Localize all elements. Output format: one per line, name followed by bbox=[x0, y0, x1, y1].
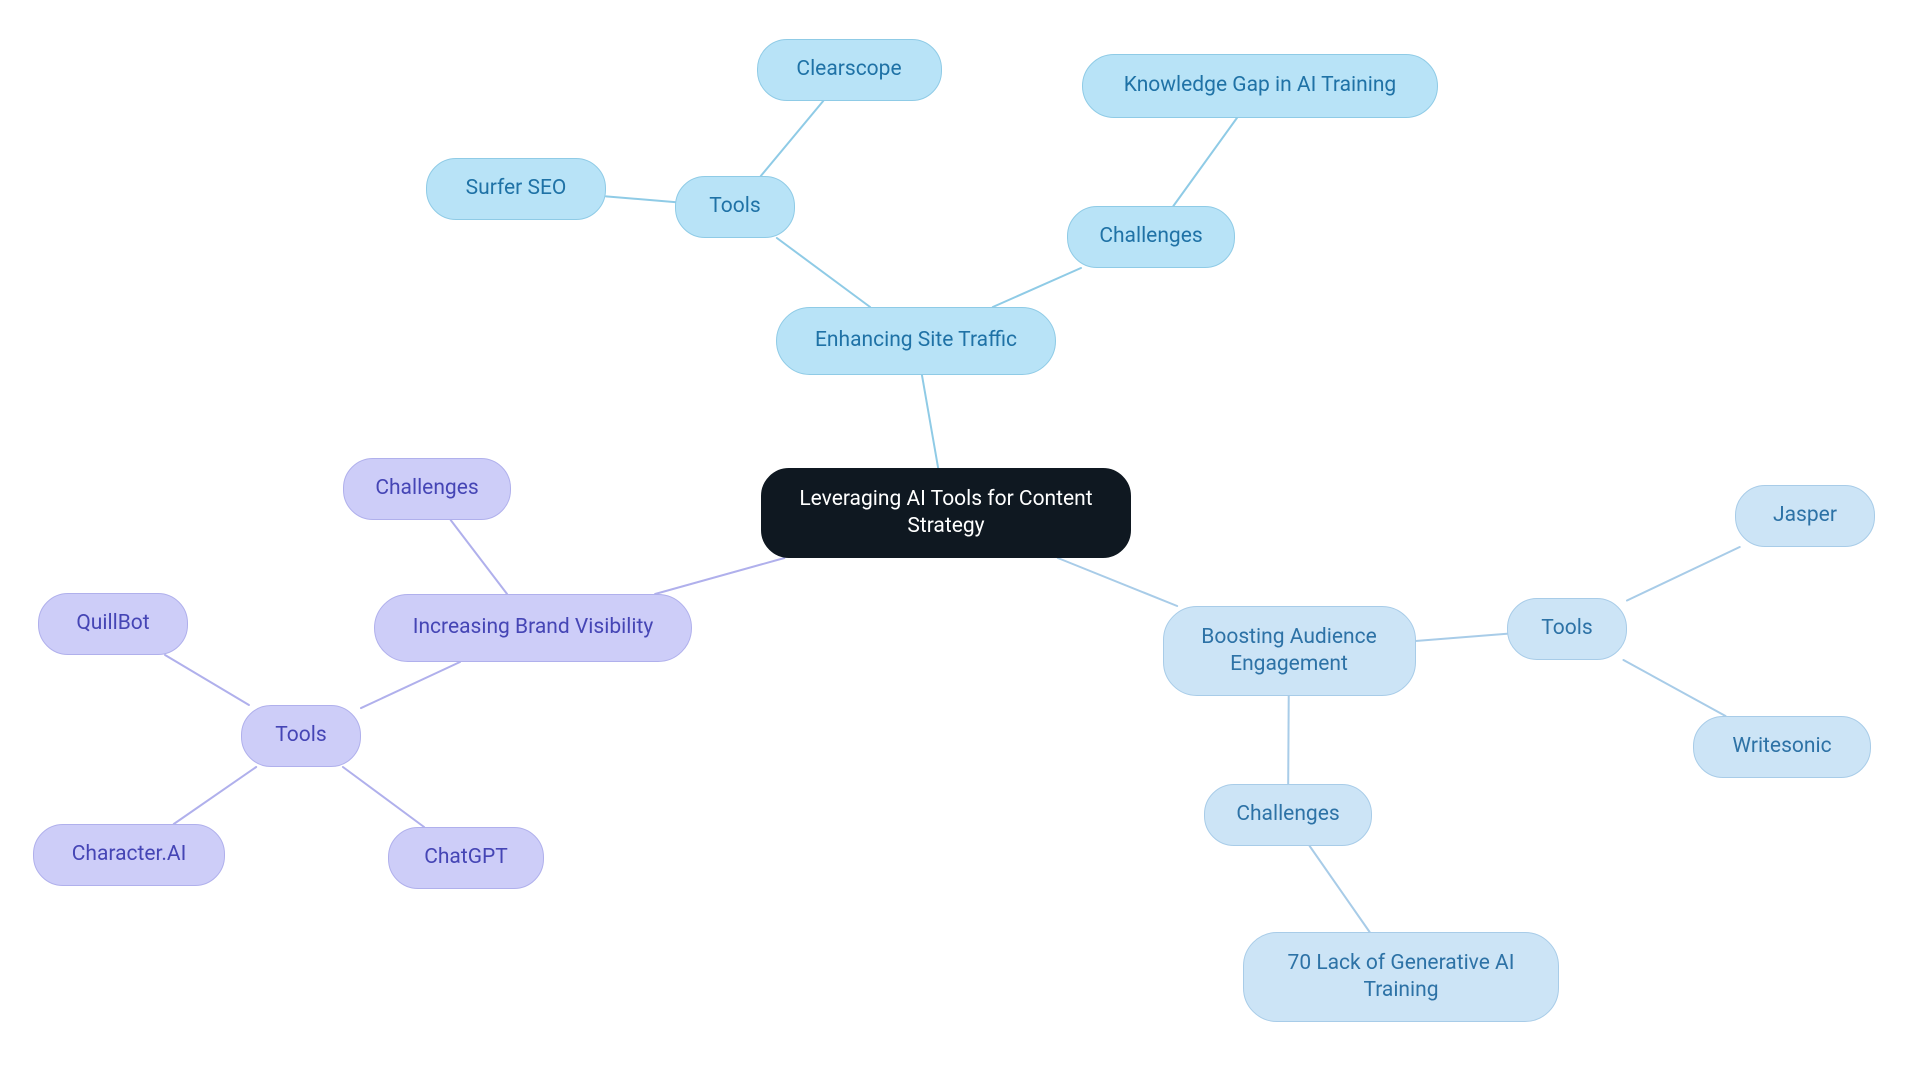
edge bbox=[922, 375, 938, 468]
node-label: Leveraging AI Tools for Content Strategy bbox=[799, 486, 1092, 541]
node-label: Challenges bbox=[1099, 223, 1202, 250]
node-vis-challenges[interactable]: Challenges bbox=[343, 458, 511, 520]
edge bbox=[606, 196, 675, 202]
edge bbox=[361, 662, 460, 708]
node-label: Challenges bbox=[375, 475, 478, 502]
edge bbox=[1288, 696, 1289, 784]
node-label: Clearscope bbox=[796, 56, 901, 83]
node-writesonic[interactable]: Writesonic bbox=[1693, 716, 1871, 778]
edge bbox=[761, 101, 823, 176]
node-jasper[interactable]: Jasper bbox=[1735, 485, 1875, 547]
node-boosting[interactable]: Boosting Audience Engagement bbox=[1163, 606, 1416, 696]
edge bbox=[655, 558, 784, 594]
node-label: Tools bbox=[1541, 615, 1592, 642]
edge bbox=[165, 655, 249, 705]
node-label: Tools bbox=[275, 722, 326, 749]
edge bbox=[777, 238, 870, 307]
node-vis-tools[interactable]: Tools bbox=[241, 705, 361, 767]
node-enh-challenges[interactable]: Challenges bbox=[1067, 206, 1235, 268]
node-lack-training[interactable]: 70 Lack of Generative AI Training bbox=[1243, 932, 1559, 1022]
edge bbox=[1416, 634, 1508, 641]
node-label: Enhancing Site Traffic bbox=[815, 327, 1017, 354]
node-surfer[interactable]: Surfer SEO bbox=[426, 158, 606, 220]
node-label: Jasper bbox=[1773, 502, 1837, 529]
node-label: Writesonic bbox=[1732, 733, 1831, 760]
node-label: Tools bbox=[709, 193, 760, 220]
edge bbox=[1173, 118, 1237, 206]
node-label: Knowledge Gap in AI Training bbox=[1124, 72, 1396, 99]
node-enhancing[interactable]: Enhancing Site Traffic bbox=[776, 307, 1056, 375]
node-label: Character.AI bbox=[72, 841, 187, 868]
edge bbox=[174, 767, 256, 824]
node-label: 70 Lack of Generative AI Training bbox=[1288, 950, 1515, 1005]
edge bbox=[1623, 660, 1725, 716]
node-clearscope[interactable]: Clearscope bbox=[757, 39, 942, 101]
edge bbox=[1310, 846, 1370, 932]
node-boost-challenges[interactable]: Challenges bbox=[1204, 784, 1372, 846]
node-label: QuillBot bbox=[76, 610, 149, 637]
mindmap-canvas: Leveraging AI Tools for Content Strategy… bbox=[0, 0, 1920, 1083]
node-label: ChatGPT bbox=[424, 844, 508, 871]
node-enh-tools[interactable]: Tools bbox=[675, 176, 795, 238]
node-boost-tools[interactable]: Tools bbox=[1507, 598, 1627, 660]
node-knowledge-gap[interactable]: Knowledge Gap in AI Training bbox=[1082, 54, 1438, 118]
edge bbox=[1058, 558, 1177, 606]
node-label: Increasing Brand Visibility bbox=[413, 614, 654, 641]
node-visibility[interactable]: Increasing Brand Visibility bbox=[374, 594, 692, 662]
edge bbox=[993, 268, 1081, 307]
node-label: Challenges bbox=[1236, 801, 1339, 828]
node-quillbot[interactable]: QuillBot bbox=[38, 593, 188, 655]
edge bbox=[343, 767, 424, 827]
node-characterai[interactable]: Character.AI bbox=[33, 824, 225, 886]
edge bbox=[451, 520, 507, 594]
node-root[interactable]: Leveraging AI Tools for Content Strategy bbox=[761, 468, 1131, 558]
node-label: Boosting Audience Engagement bbox=[1201, 624, 1376, 679]
node-chatgpt[interactable]: ChatGPT bbox=[388, 827, 544, 889]
node-label: Surfer SEO bbox=[466, 175, 567, 202]
edge bbox=[1627, 547, 1740, 601]
